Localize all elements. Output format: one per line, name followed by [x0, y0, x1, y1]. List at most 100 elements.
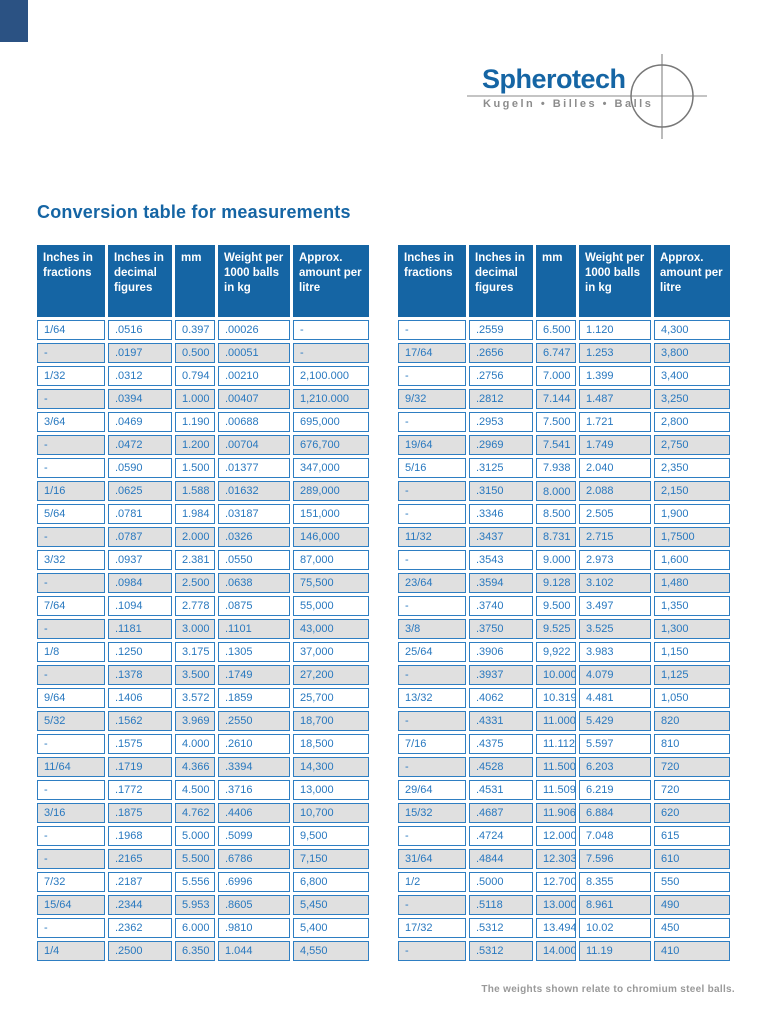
table-cell: 4,300 — [654, 320, 730, 340]
conversion-table-left: Inches in fractions Inches in decimal fig… — [34, 242, 372, 964]
table-cell: .00051 — [218, 343, 290, 363]
table-cell: 450 — [654, 918, 730, 938]
table-cell: 620 — [654, 803, 730, 823]
table-cell: 2,150 — [654, 481, 730, 501]
table-cell: 7.500 — [536, 412, 576, 432]
table-cell: 1/8 — [37, 642, 105, 662]
table-cell: - — [37, 619, 105, 639]
table-cell: .00704 — [218, 435, 290, 455]
table-cell: 5/64 — [37, 504, 105, 524]
table-cell: 3.000 — [175, 619, 215, 639]
table-cell: .0516 — [108, 320, 172, 340]
table-cell: .2656 — [469, 343, 533, 363]
table-row: - .3150 8.000 2.088 2,150 — [398, 481, 730, 501]
table-cell: .1749 — [218, 665, 290, 685]
table-cell: 3/32 — [37, 550, 105, 570]
table-row: 1/2.5000 12.700 8.355 550 — [398, 872, 730, 892]
table-cell: 1.487 — [579, 389, 651, 409]
table-cell: 75,500 — [293, 573, 369, 593]
table-cell: .3906 — [469, 642, 533, 662]
table-cell: .0472 — [108, 435, 172, 455]
table-cell: .2165 — [108, 849, 172, 869]
table-cell: 3.983 — [579, 642, 651, 662]
table-cell: .6996 — [218, 872, 290, 892]
table-cell: .3543 — [469, 550, 533, 570]
table-cell: 18,500 — [293, 734, 369, 754]
table-cell: 5,450 — [293, 895, 369, 915]
table-cell: .2550 — [218, 711, 290, 731]
table-cell: 2.088 — [579, 481, 651, 501]
table-cell: 12.000 — [536, 826, 576, 846]
table-cell: 10.319 — [536, 688, 576, 708]
table-cell: 9.128 — [536, 573, 576, 593]
table-row: 1/4.2500 6.350 1.044 4,550 — [37, 941, 369, 961]
table-cell: 6.350 — [175, 941, 215, 961]
table-row: 11/64.1719 4.366.3394 14,300 — [37, 757, 369, 777]
table-cell: 12.700 — [536, 872, 576, 892]
table-cell: 5/32 — [37, 711, 105, 731]
table-cell: .5000 — [469, 872, 533, 892]
table-cell: 6.000 — [175, 918, 215, 938]
table-cell: 1,900 — [654, 504, 730, 524]
table-cell: 347,000 — [293, 458, 369, 478]
table-cell: .1305 — [218, 642, 290, 662]
table-cell: 4,550 — [293, 941, 369, 961]
table-cell: 1,480 — [654, 573, 730, 593]
table-row: - .2362 6.000.9810 5,400 — [37, 918, 369, 938]
table-cell: 7.541 — [536, 435, 576, 455]
table-cell: 289,000 — [293, 481, 369, 501]
table-cell: .2344 — [108, 895, 172, 915]
table-row: 3/8.3750 9.525 3.525 1,300 — [398, 619, 730, 639]
table-cell: 14.000 — [536, 941, 576, 961]
table-cell: - — [37, 780, 105, 800]
table-cell: .4528 — [469, 757, 533, 777]
table-cell: .5312 — [469, 918, 533, 938]
table-cell: 7/32 — [37, 872, 105, 892]
table-cell: 3/64 — [37, 412, 105, 432]
table-cell: .0875 — [218, 596, 290, 616]
table-cell: 25,700 — [293, 688, 369, 708]
table-cell: .1378 — [108, 665, 172, 685]
table-row: - .4528 11.500 6.203 720 — [398, 757, 730, 777]
table-row: - .3346 8.500 2.505 1,900 — [398, 504, 730, 524]
table-row: - .2756 7.000 1.399 3,400 — [398, 366, 730, 386]
table-cell: .1101 — [218, 619, 290, 639]
table-cell: - — [293, 320, 369, 340]
table-cell: 8.961 — [579, 895, 651, 915]
column-header: Approx. amount per litre — [654, 245, 730, 317]
table-cell: 7/16 — [398, 734, 466, 754]
column-header: Weight per 1000 balls in kg — [218, 245, 290, 317]
table-row: 5/64.0781 1.984.03187 151,000 — [37, 504, 369, 524]
table-cell: .3125 — [469, 458, 533, 478]
table-cell: 11.000 — [536, 711, 576, 731]
table-cell: - — [398, 596, 466, 616]
table-cell: 9/64 — [37, 688, 105, 708]
table-cell: 5.556 — [175, 872, 215, 892]
header-row: Inches in fractions Inches in decimal fig… — [37, 245, 369, 317]
table-cell: 1.190 — [175, 412, 215, 432]
table-row: 11/32.3437 8.731 2.715 1,7500 — [398, 527, 730, 547]
table-cell: 55,000 — [293, 596, 369, 616]
table-cell: 8.731 — [536, 527, 576, 547]
table-cell: 5.500 — [175, 849, 215, 869]
table-cell: - — [398, 711, 466, 731]
table-cell: 1/4 — [37, 941, 105, 961]
logo-subtitle: Kugeln • Billes • Balls — [483, 98, 654, 110]
table-row: 7/16.4375 11.112 5.597 810 — [398, 734, 730, 754]
table-cell: 8.355 — [579, 872, 651, 892]
table-cell: 2,350 — [654, 458, 730, 478]
table-cell: .2610 — [218, 734, 290, 754]
table-cell: 2.778 — [175, 596, 215, 616]
table-cell: 3,400 — [654, 366, 730, 386]
table-cell: 1,600 — [654, 550, 730, 570]
table-cell: 10.02 — [579, 918, 651, 938]
table-cell: 2,800 — [654, 412, 730, 432]
table-row: - .2165 5.500.6786 7,150 — [37, 849, 369, 869]
table-cell: 0.794 — [175, 366, 215, 386]
table-row: 9/32.2812 7.144 1.487 3,250 — [398, 389, 730, 409]
table-cell: 10.000 — [536, 665, 576, 685]
table-cell: 1.000 — [175, 389, 215, 409]
table-cell: - — [37, 918, 105, 938]
table-cell: .8605 — [218, 895, 290, 915]
table-cell: 13.494 — [536, 918, 576, 938]
